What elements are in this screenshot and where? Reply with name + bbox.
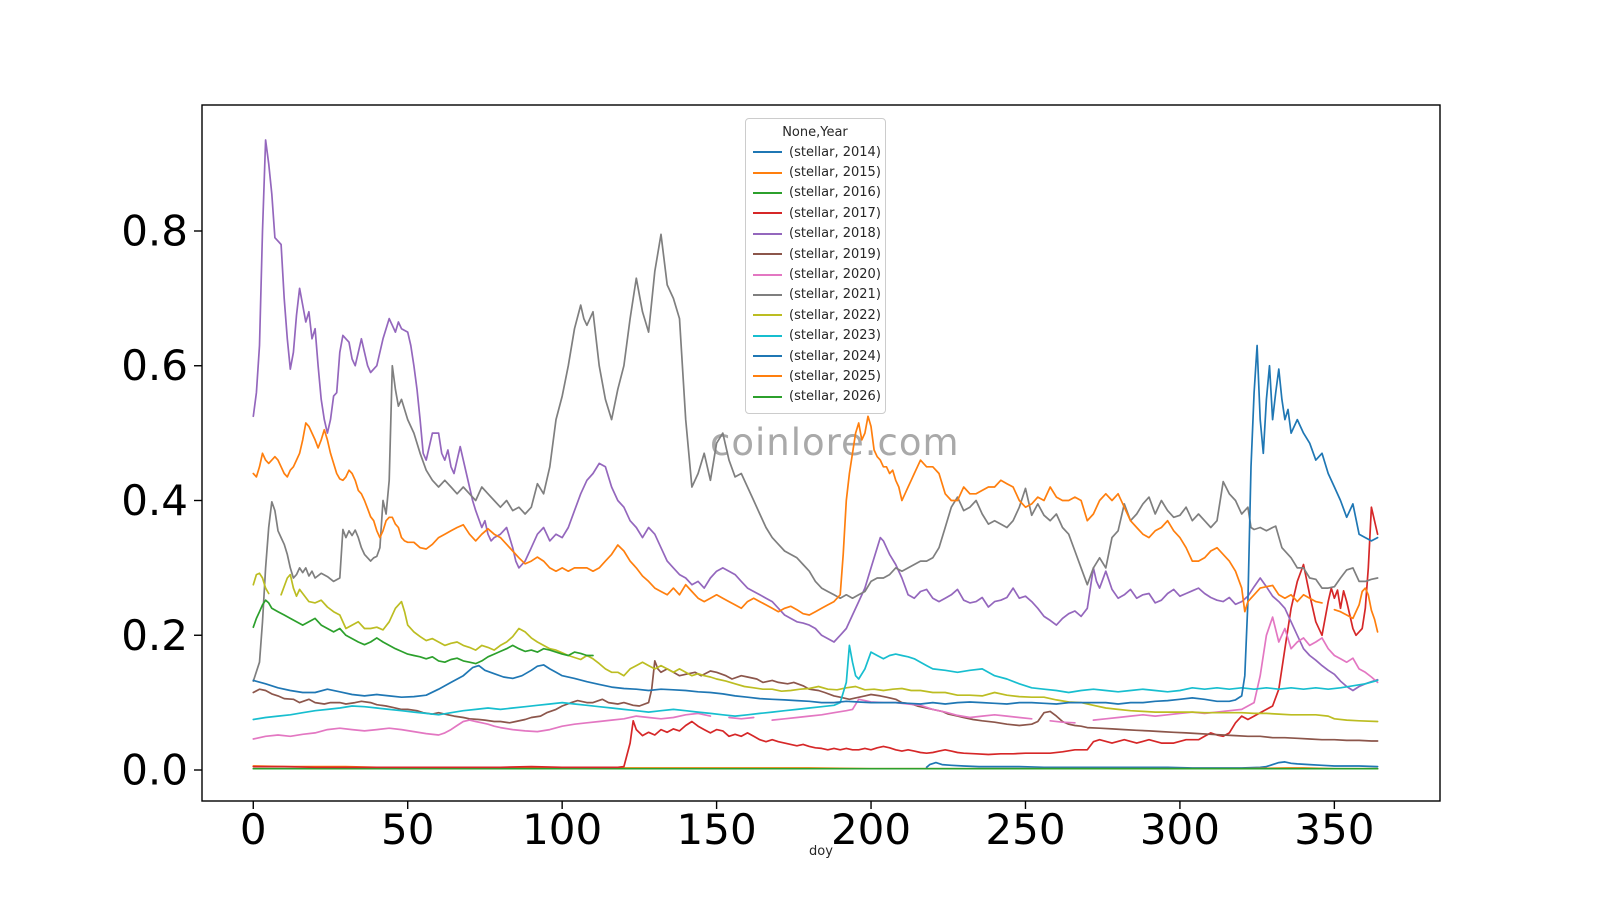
series-line (stellar, 2025)	[252, 415, 1323, 616]
legend-item: (stellar, 2015)	[753, 162, 881, 182]
legend-label: (stellar, 2017)	[789, 205, 881, 221]
x-tick-label: 150	[677, 805, 757, 854]
x-tick-label: 350	[1294, 805, 1374, 854]
series-line (stellar, 2017)	[252, 506, 1379, 769]
y-tick-label: 0.6	[121, 341, 188, 390]
legend-label: (stellar, 2021)	[789, 287, 881, 303]
legend-line-swatch	[753, 375, 782, 378]
legend-item: (stellar, 2021)	[753, 285, 881, 305]
legend-label: (stellar, 2016)	[789, 185, 881, 201]
legend-line-swatch	[753, 253, 782, 256]
legend-line-swatch	[753, 314, 782, 317]
x-tick-label: 250	[985, 805, 1065, 854]
legend-label: (stellar, 2018)	[789, 226, 881, 242]
series-line (stellar, 2022)	[280, 573, 1379, 723]
legend-item: (stellar, 2026)	[753, 387, 881, 407]
x-tick-label: 50	[381, 805, 434, 854]
legend-line-swatch	[753, 395, 782, 398]
legend-line-swatch	[753, 232, 782, 235]
legend-line-swatch	[753, 273, 782, 276]
watermark: coinlore.com	[710, 421, 960, 464]
legend-line-swatch	[753, 355, 782, 358]
series-line (stellar, 2020)	[252, 712, 712, 740]
y-tick-label: 0.2	[121, 611, 188, 660]
legend-label: (stellar, 2025)	[789, 368, 881, 384]
legend-line-swatch	[753, 171, 782, 174]
axes-frame	[201, 104, 1441, 802]
series-line (stellar, 2024)	[252, 344, 1379, 705]
legend-items: (stellar, 2014) (stellar, 2015) (stellar, …	[753, 142, 881, 407]
x-tick-label: 300	[1140, 805, 1220, 854]
legend-item: (stellar, 2023)	[753, 326, 881, 346]
x-tick-label: 200	[831, 805, 911, 854]
legend-label: (stellar, 2014)	[789, 144, 881, 160]
legend-line-swatch	[753, 334, 782, 337]
legend-line-swatch	[753, 191, 782, 194]
series-line (stellar, 2020)	[728, 716, 755, 720]
legend-item: (stellar, 2020)	[753, 264, 881, 284]
legend-label: (stellar, 2022)	[789, 307, 881, 323]
series-line (stellar, 2020)	[1049, 719, 1076, 724]
legend-label: (stellar, 2015)	[789, 165, 881, 181]
series-line (stellar, 2021)	[252, 233, 1379, 682]
series-line (stellar, 2018)	[252, 139, 1379, 692]
legend-item: (stellar, 2016)	[753, 183, 881, 203]
legend-item: (stellar, 2017)	[753, 203, 881, 223]
legend-line-swatch	[753, 293, 782, 296]
y-tick-label: 0.8	[121, 206, 188, 255]
legend-item: (stellar, 2014)	[753, 142, 881, 162]
x-axis-label: doy	[809, 844, 833, 859]
legend-line-swatch	[753, 212, 782, 215]
legend-label: (stellar, 2024)	[789, 348, 881, 364]
legend: None,Year (stellar, 2014) (stellar, 2015)…	[745, 118, 886, 415]
legend-item: (stellar, 2025)	[753, 366, 881, 386]
series-line (stellar, 2019)	[252, 660, 1379, 742]
legend-item: (stellar, 2024)	[753, 346, 881, 366]
series-line (stellar, 2026)	[252, 599, 594, 665]
legend-label: (stellar, 2020)	[789, 267, 881, 283]
legend-item: (stellar, 2022)	[753, 305, 881, 325]
legend-label: (stellar, 2026)	[789, 389, 881, 405]
x-tick-label: 100	[522, 805, 602, 854]
series-line (stellar, 2014)	[925, 761, 1379, 769]
legend-line-swatch	[753, 151, 782, 154]
series-line (stellar, 2022)	[252, 572, 270, 595]
y-tick-label: 0.4	[121, 476, 188, 525]
x-tick-label: 0	[240, 805, 267, 854]
y-tick-label: 0.0	[121, 746, 188, 795]
legend-item: (stellar, 2018)	[753, 224, 881, 244]
series-line (stellar, 2020)	[1092, 616, 1379, 721]
legend-title: None,Year	[782, 125, 848, 140]
series-line (stellar, 2025)	[1333, 587, 1379, 633]
legend-item: (stellar, 2019)	[753, 244, 881, 264]
legend-label: (stellar, 2019)	[789, 246, 881, 262]
legend-label: (stellar, 2023)	[789, 328, 881, 344]
series-lines	[252, 139, 1379, 770]
series-line (stellar, 2023)	[252, 644, 1379, 721]
